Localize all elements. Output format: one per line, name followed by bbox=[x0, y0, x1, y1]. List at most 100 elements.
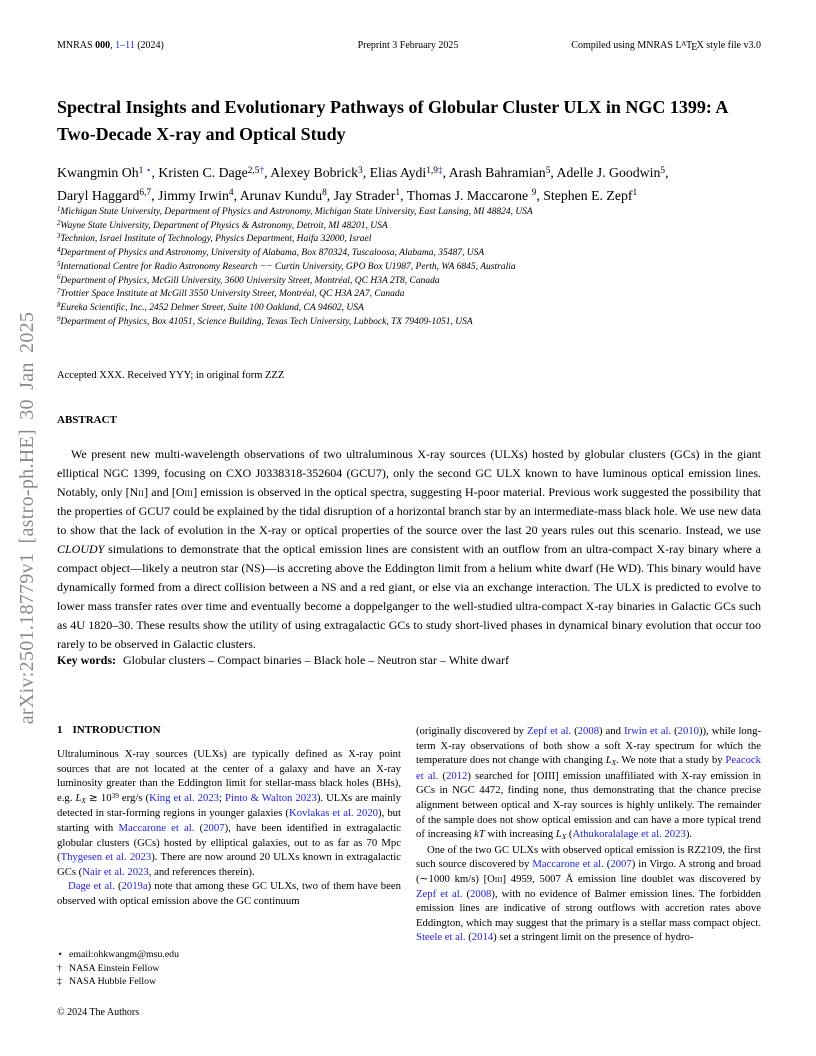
footnote-einstein-fellow: † NASA Einstein Fellow bbox=[57, 962, 401, 976]
footnote-text: NASA Einstein Fellow bbox=[69, 962, 160, 974]
abstract-text: We present new multi-wavelength observat… bbox=[57, 445, 761, 654]
affiliation-2: 2Wayne State University, Department of P… bbox=[57, 220, 763, 234]
text-segment: ( bbox=[194, 821, 204, 834]
text-segment: (originally discovered by bbox=[416, 725, 527, 737]
citation-link[interactable]: 2012 bbox=[445, 769, 468, 782]
citation-link[interactable]: Steele et al. bbox=[416, 931, 466, 944]
text-segment: E bbox=[691, 42, 698, 54]
affiliation-3: 3Technion, Israel Institute of Technolog… bbox=[57, 233, 763, 247]
text-segment: 39 bbox=[111, 791, 119, 800]
citation-link[interactable]: 1–11 bbox=[115, 40, 135, 51]
footnote-marker: ‡ bbox=[57, 976, 62, 988]
text-segment: erg/s ( bbox=[118, 791, 150, 804]
footnote-text: email:ohkwangm@msu.edu bbox=[69, 949, 179, 960]
text-segment: Compiled using MNRAS L bbox=[571, 40, 682, 51]
citation-link[interactable]: 2019a bbox=[121, 880, 148, 893]
affiliation-text: Technion, Israel Institute of Technology… bbox=[60, 234, 372, 245]
text-segment: 6,7 bbox=[139, 188, 152, 199]
affiliation-4: 4Department of Physics and Astronomy, Un… bbox=[57, 247, 763, 261]
affiliation-number: 2 bbox=[57, 219, 61, 227]
preprint-date: Preprint 3 February 2025 bbox=[357, 40, 459, 51]
affiliation-5: 5International Centre for Radio Astronom… bbox=[57, 261, 763, 275]
citation-link[interactable]: Maccarone et al. bbox=[532, 858, 604, 871]
right-paragraph-2: One of the two GC ULXs with observed opt… bbox=[416, 843, 761, 945]
text-segment: ] 4959, 5007 Å emission line doublet was… bbox=[502, 872, 761, 885]
text-segment: ≳ 10 bbox=[85, 791, 112, 804]
text-segment: 2,5 bbox=[247, 165, 260, 176]
text-segment: ), but starting with bbox=[57, 807, 401, 834]
citation-link[interactable]: Kovlakas et al. 2020 bbox=[288, 807, 379, 820]
text-segment: ) and bbox=[599, 725, 624, 737]
citation-link[interactable]: Irwin et al. bbox=[623, 725, 672, 737]
citation-link[interactable]: 2007 bbox=[203, 821, 225, 834]
affiliation-text: International Centre for Radio Astronomy… bbox=[60, 261, 516, 272]
citation-link[interactable]: Maccarone et al. bbox=[118, 821, 195, 834]
title-footnotes: ⋆ email:ohkwangm@msu.edu † NASA Einstein F… bbox=[57, 948, 401, 989]
text-segment: ) in Virgo. A strong and broad (∼1000 km… bbox=[416, 858, 761, 885]
text-segment: X bbox=[611, 759, 617, 767]
text-segment: ( bbox=[465, 931, 472, 944]
citation-link[interactable]: 2010 bbox=[677, 725, 699, 737]
text-segment: , Jimmy Irwin bbox=[151, 187, 229, 203]
text-segment: . We note that a study by bbox=[616, 754, 726, 767]
affiliation-list: 1Michigan State University, Department o… bbox=[57, 206, 763, 329]
affiliation-text: Department of Physics, McGill University… bbox=[60, 275, 440, 286]
affiliation-1: 1Michigan State University, Department o… bbox=[57, 206, 763, 220]
text-segment: ( bbox=[438, 769, 446, 782]
abstract-heading: ABSTRACT bbox=[57, 414, 117, 426]
citation-link[interactable]: ‡ bbox=[437, 165, 443, 176]
journal-reference: MNRAS 000, 1–11 (2024) bbox=[57, 40, 164, 51]
citation-link[interactable]: King et al. 2023 bbox=[149, 791, 220, 804]
citation-link[interactable]: † bbox=[259, 165, 265, 176]
affiliation-number: 1 bbox=[57, 205, 61, 213]
author-line-1: Kwangmin Oh1 ⋆, Kristen C. Dage2,5†, Ale… bbox=[57, 163, 763, 186]
citation-link[interactable]: Dage et al. bbox=[68, 880, 115, 893]
citation-link[interactable]: 2014 bbox=[471, 931, 494, 944]
text-segment: ) note that among these GC ULXs, two of … bbox=[57, 880, 401, 907]
citation-link[interactable]: 2007 bbox=[610, 858, 632, 871]
text-segment: , Stephen E. Zepf bbox=[536, 187, 633, 203]
citation-link[interactable]: Pinto & Walton 2023 bbox=[225, 791, 317, 804]
text-segment: with increasing bbox=[484, 828, 556, 841]
text-segment: ( bbox=[603, 858, 611, 871]
affiliation-number: 8 bbox=[57, 301, 61, 309]
text-segment: CLOUDY bbox=[57, 542, 105, 556]
footnote-text: NASA Hubble Fellow bbox=[69, 976, 157, 988]
text-segment: Ultraluminous X-ray sources (ULXs) are t… bbox=[57, 748, 401, 804]
citation-link[interactable]: ⋆ bbox=[145, 165, 152, 176]
affiliation-text: Department of Physics and Astronomy, Uni… bbox=[60, 248, 485, 259]
text-segment: 1 bbox=[395, 188, 401, 199]
text-segment: Daryl Haggard bbox=[57, 187, 140, 203]
citation-link[interactable]: Nair et al. 2023 bbox=[82, 865, 149, 878]
text-segment: L bbox=[605, 754, 612, 767]
text-segment: ; bbox=[219, 791, 226, 804]
citation-link[interactable]: Thygesen et al. 2023 bbox=[60, 851, 152, 864]
text-segment: ). There are now around 20 ULXs known in… bbox=[57, 851, 401, 878]
text-segment: ( bbox=[566, 828, 573, 841]
text-segment: 4 bbox=[228, 188, 234, 199]
text-segment: , Arash Bahramian bbox=[442, 165, 546, 180]
text-segment: Kwangmin Oh bbox=[57, 165, 139, 180]
citation-link[interactable]: Zepf et al. bbox=[526, 725, 572, 737]
footnote-marker: ⋆ bbox=[57, 949, 64, 960]
intro-paragraph-2: Dage et al. (2019a) note that among thes… bbox=[57, 879, 401, 908]
section-title: INTRODUCTION bbox=[72, 724, 161, 736]
affiliation-number: 3 bbox=[57, 233, 61, 241]
section-heading-introduction: 1 INTRODUCTION bbox=[57, 724, 401, 736]
text-segment: ), with no evidence of Balmer emission l… bbox=[416, 887, 761, 929]
affiliation-number: 5 bbox=[57, 260, 61, 268]
citation-link[interactable]: Peacock et al. bbox=[416, 754, 761, 782]
text-segment: iii bbox=[184, 485, 194, 499]
text-segment: , Alexey Bobrick bbox=[264, 165, 359, 180]
text-segment: ( bbox=[671, 725, 678, 737]
citation-link[interactable]: Athukoralalage et al. 2023 bbox=[572, 828, 686, 841]
citation-link[interactable]: Zepf et al. bbox=[416, 887, 463, 900]
affiliation-number: 4 bbox=[57, 247, 61, 255]
intro-paragraph-1: Ultraluminous X-ray sources (ULXs) are t… bbox=[57, 747, 401, 879]
section-number: 1 bbox=[57, 724, 63, 736]
citation-link[interactable]: 2008 bbox=[470, 887, 492, 900]
text-segment: MNRAS bbox=[57, 40, 96, 51]
text-segment: L bbox=[75, 791, 82, 804]
citation-link[interactable]: 2008 bbox=[577, 725, 600, 737]
